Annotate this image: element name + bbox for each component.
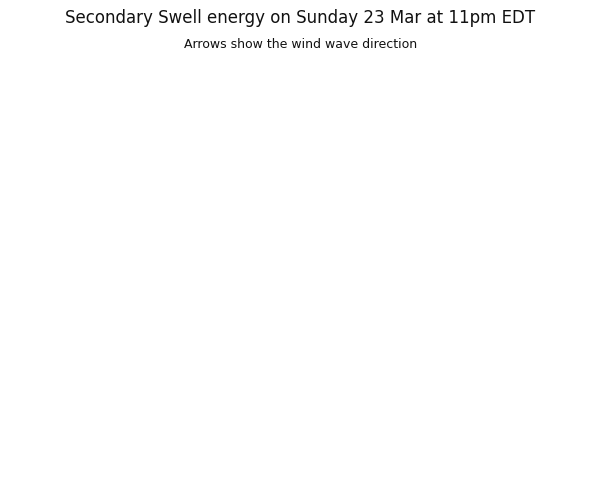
Text: Map requires cartopy: Map requires cartopy [197, 264, 404, 283]
Text: Arrows show the wind wave direction: Arrows show the wind wave direction [184, 38, 417, 50]
Text: Secondary Swell energy on Sunday 23 Mar at 11pm EDT: Secondary Swell energy on Sunday 23 Mar … [66, 9, 535, 26]
